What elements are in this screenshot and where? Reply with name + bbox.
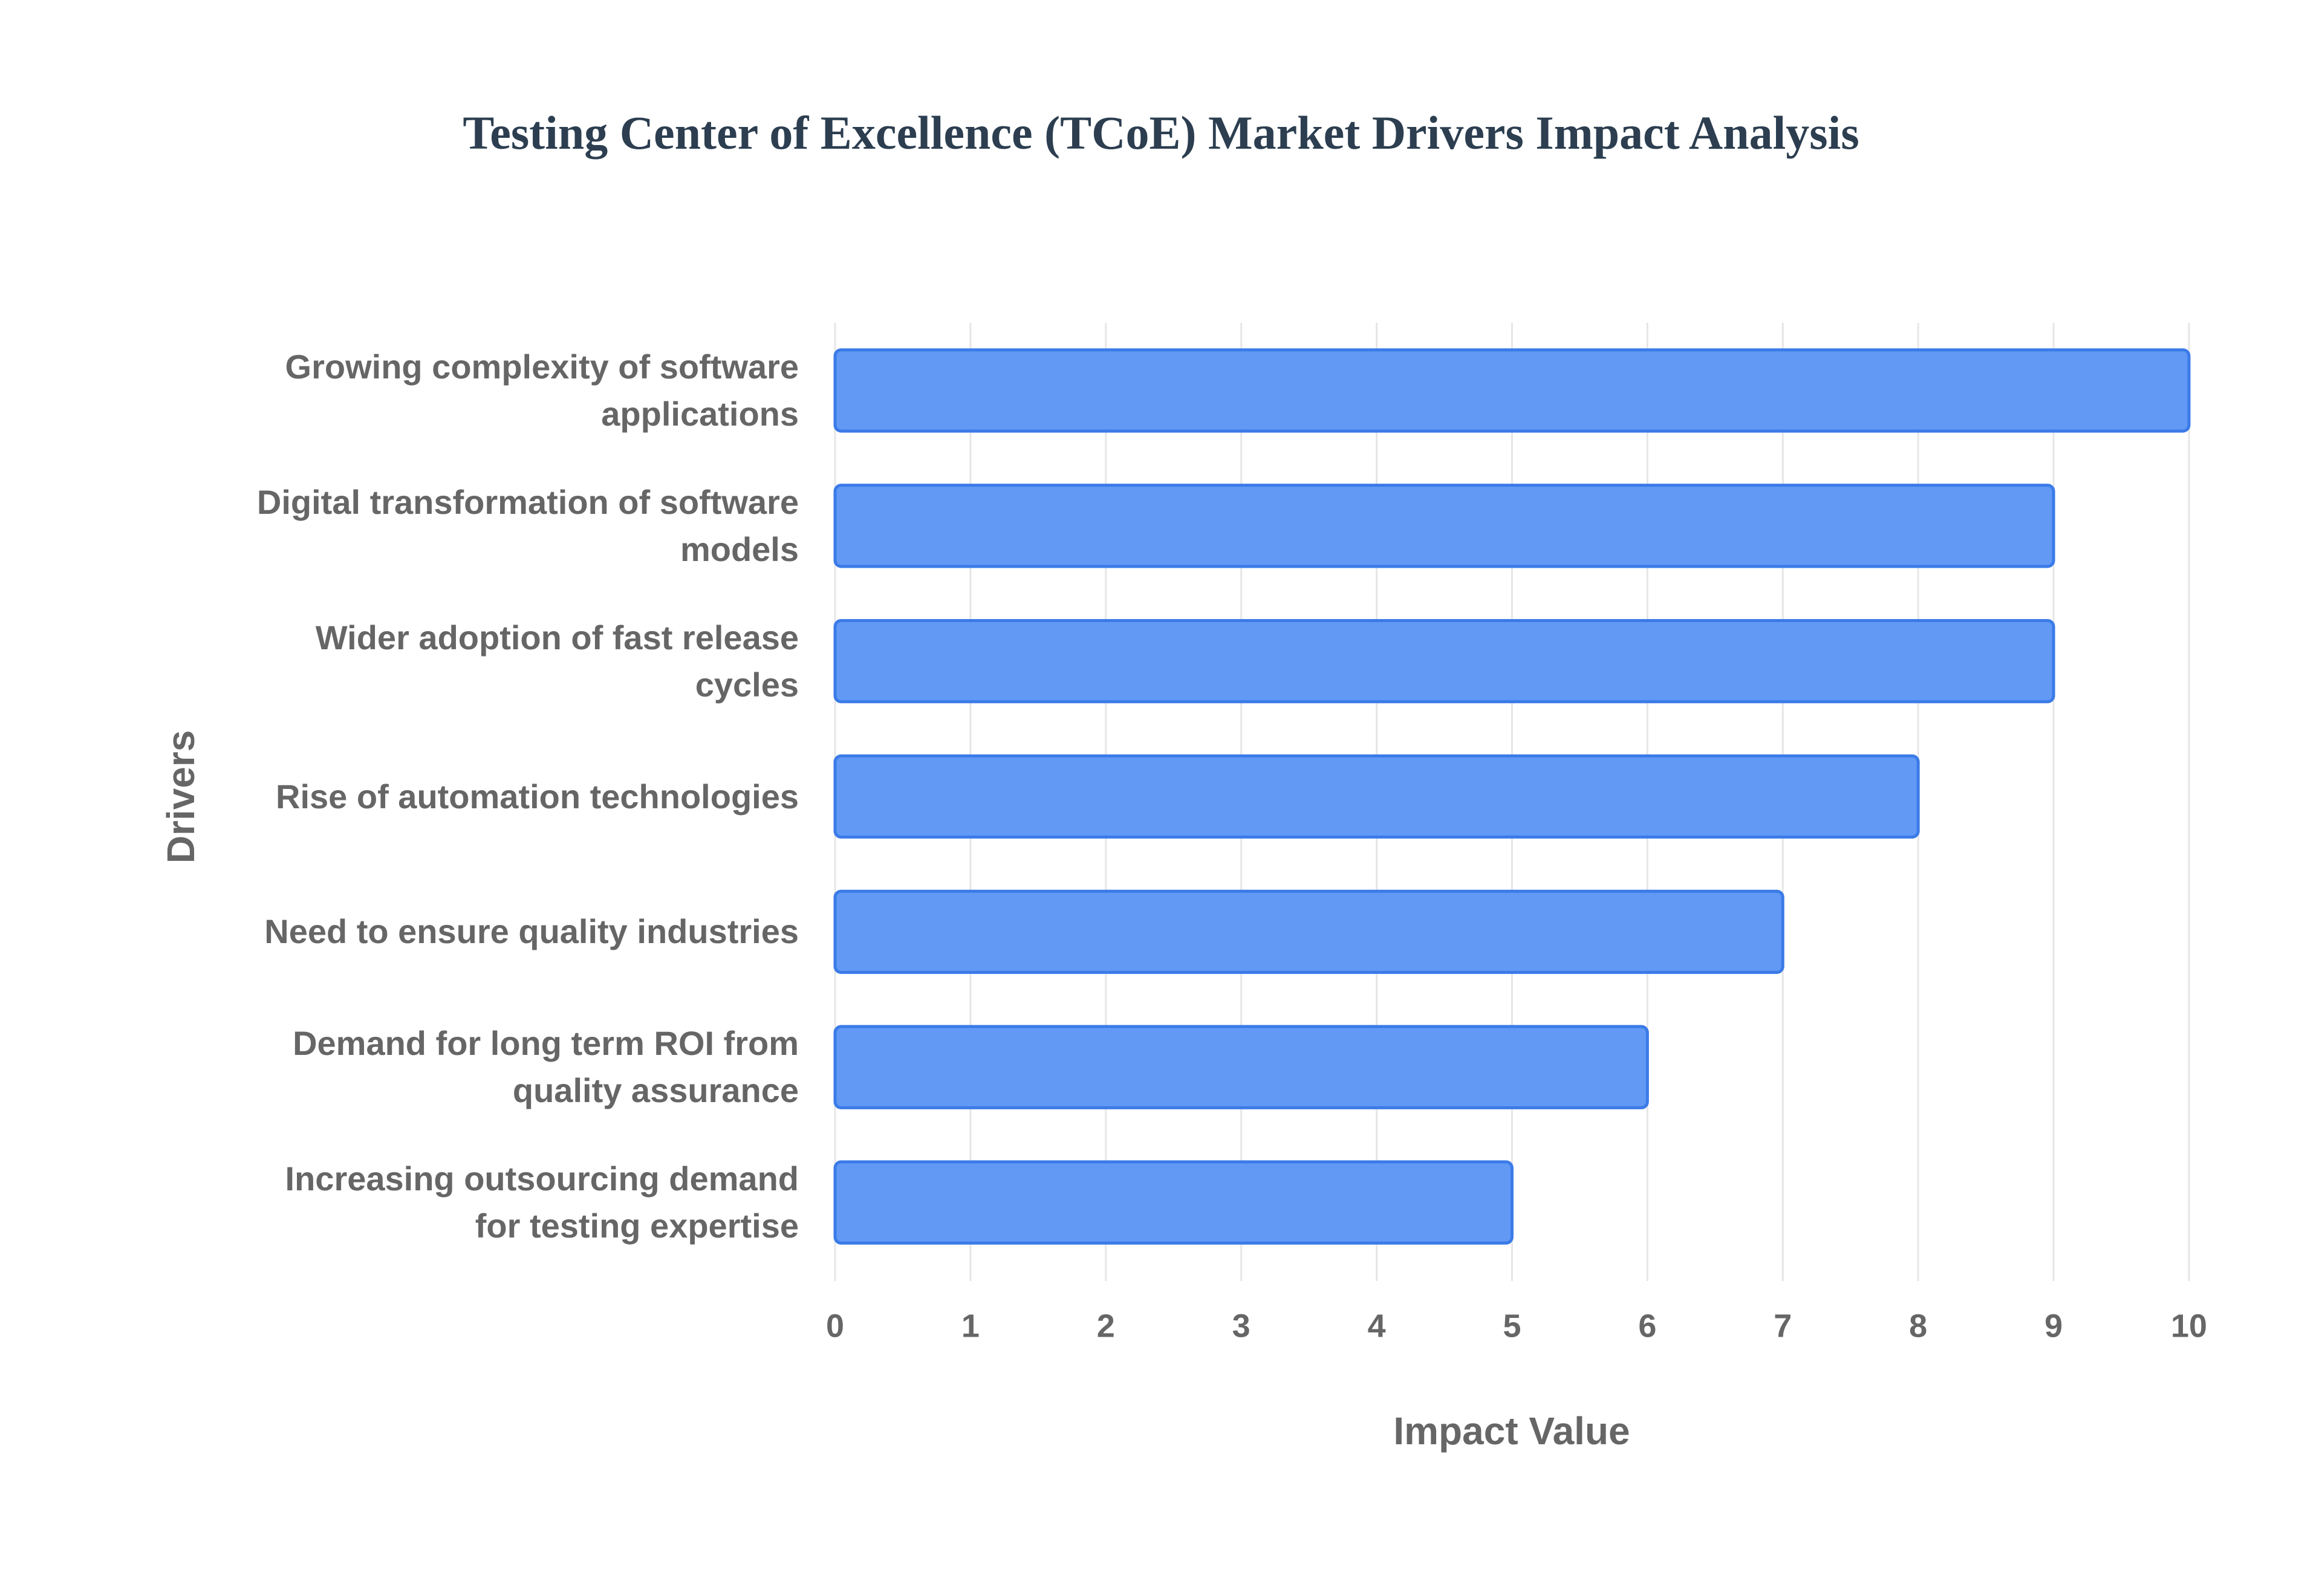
y-tick-label: Demand for long term ROI from quality as… [293, 1024, 799, 1110]
y-tick-label: Growing complexity of software applicati… [285, 347, 799, 433]
y-tick-label: Increasing outsourcing demand for testin… [285, 1160, 799, 1245]
bar [833, 889, 1784, 975]
bar [833, 348, 2191, 433]
y-tick-label: Digital transformation of software model… [256, 482, 799, 568]
bar [833, 484, 2055, 568]
chart-title: Testing Center of Excellence (TCoE) Mark… [463, 106, 1859, 159]
x-tick-label: 8 [1909, 1308, 1927, 1344]
x-tick-label: 4 [1368, 1308, 1386, 1344]
x-tick-label: 2 [1097, 1308, 1115, 1344]
x-tick-label: 6 [1638, 1308, 1656, 1344]
y-axis-title: Drivers [159, 730, 203, 864]
x-tick-label: 7 [1774, 1308, 1792, 1344]
y-tick-label: Wider adoption of fast release cycles [315, 618, 799, 704]
bar [833, 754, 1920, 839]
y-tick-label: Rise of automation technologies [276, 777, 799, 816]
x-tick-label: 5 [1503, 1308, 1521, 1344]
x-tick-label: 1 [961, 1308, 980, 1344]
x-tick-label: 3 [1232, 1308, 1250, 1344]
x-tick-label: 0 [826, 1308, 844, 1344]
x-tick-label: 10 [2171, 1308, 2207, 1344]
bar [833, 1025, 1649, 1109]
x-tick-label: 9 [2044, 1308, 2063, 1344]
x-axis-title: Impact Value [1393, 1409, 1630, 1453]
y-tick-label: Need to ensure quality industries [264, 912, 799, 951]
bar [833, 618, 2055, 704]
bar [833, 1160, 1514, 1245]
